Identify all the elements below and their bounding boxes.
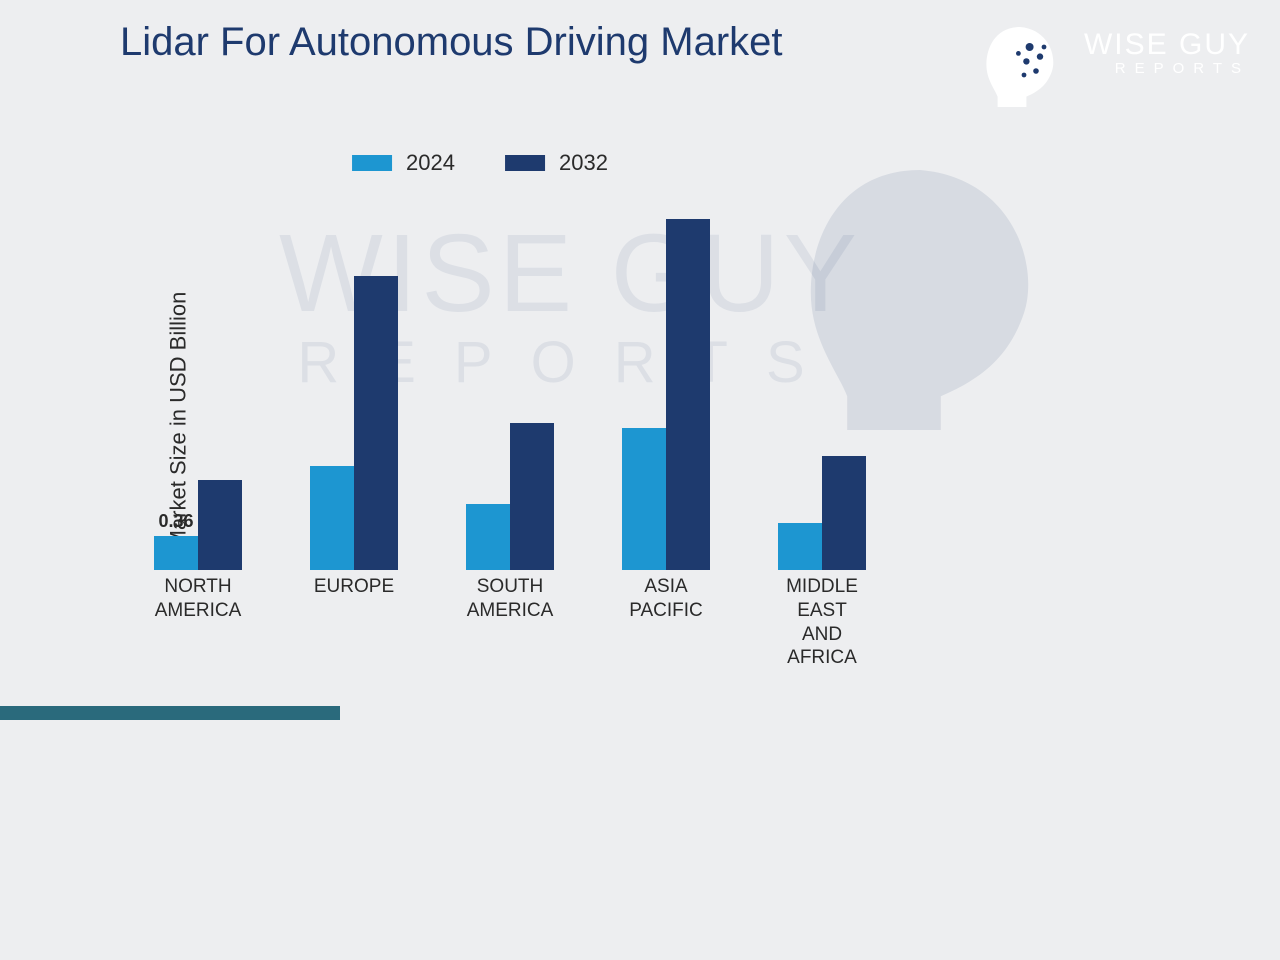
legend-swatch-2024 <box>352 155 392 171</box>
x-axis-label: EUROPE <box>284 575 424 670</box>
bar <box>466 504 510 571</box>
plot-area: 0.36 <box>120 190 900 570</box>
bar <box>822 456 866 570</box>
chart-area: Market Size in USD Billion 2024 2032 0.3… <box>50 150 910 690</box>
bar <box>622 428 666 571</box>
bar <box>666 219 710 571</box>
bar-value-label: 0.36 <box>158 511 193 532</box>
brand-logo-line2: REPORTS <box>1084 60 1250 77</box>
bottom-accent-bar <box>0 706 340 720</box>
bar-group <box>440 423 580 570</box>
bar <box>310 466 354 571</box>
bar-group <box>284 276 424 571</box>
bar: 0.36 <box>154 536 198 570</box>
brand-logo-line1: WISE GUY <box>1084 28 1250 62</box>
legend-item-2024: 2024 <box>352 150 455 176</box>
chart-title: Lidar For Autonomous Driving Market <box>120 20 783 65</box>
bar-group <box>596 219 736 571</box>
bar <box>510 423 554 570</box>
bar <box>198 480 242 570</box>
x-axis-label: MIDDLEEASTANDAFRICA <box>752 575 892 670</box>
legend-swatch-2032 <box>505 155 545 171</box>
x-axis-label: ASIAPACIFIC <box>596 575 736 670</box>
legend-label-2024: 2024 <box>406 150 455 176</box>
page-root: WISE GUY REPORTS Lidar For Autonomous Dr… <box>0 0 1280 720</box>
x-axis-label: SOUTHAMERICA <box>440 575 580 670</box>
brand-head-icon <box>980 22 1060 112</box>
legend-label-2032: 2032 <box>559 150 608 176</box>
x-axis-label: NORTHAMERICA <box>128 575 268 670</box>
bar-group <box>752 456 892 570</box>
bar <box>778 523 822 571</box>
bar <box>354 276 398 571</box>
legend-item-2032: 2032 <box>505 150 608 176</box>
brand-logo: WISE GUY REPORTS <box>1084 28 1250 77</box>
bar-group: 0.36 <box>128 480 268 570</box>
x-axis-labels: NORTHAMERICAEUROPESOUTHAMERICAASIAPACIFI… <box>120 575 900 670</box>
legend: 2024 2032 <box>352 150 608 176</box>
